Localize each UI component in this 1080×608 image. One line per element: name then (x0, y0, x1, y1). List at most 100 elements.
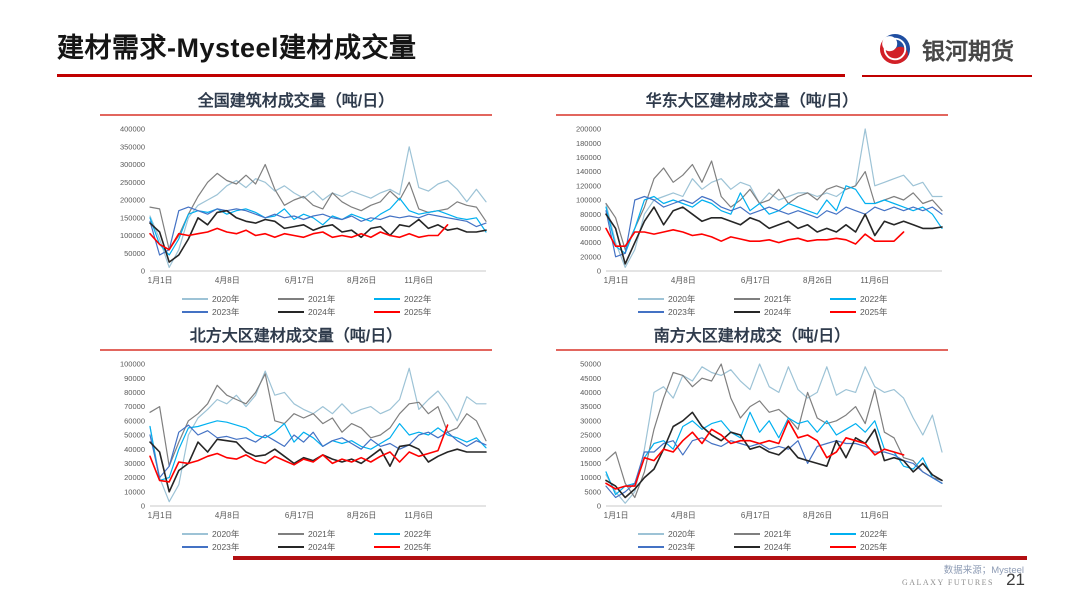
svg-text:8月26日: 8月26日 (803, 276, 832, 285)
logo-underline (862, 75, 1032, 77)
line-chart-east-china: 200000 180000 160000 140000 120000 100000 8000… (556, 119, 948, 293)
line-chart-north-region: 100000 90000 80000 70000 60000 50000 40000 3000… (100, 354, 492, 528)
legend-label: 2020年 (668, 294, 696, 304)
legend-label: 2024年 (308, 307, 336, 317)
legend-label: 2025年 (404, 307, 432, 317)
chart-east-china: 华东大区建材成交量（吨/日） 200000 180000 160000 140000 1… (556, 87, 948, 318)
legend-label: 2021年 (764, 529, 792, 539)
svg-text:0: 0 (141, 502, 145, 511)
svg-text:200000: 200000 (576, 125, 601, 134)
galaxy-logo-icon (876, 30, 914, 68)
svg-text:80000: 80000 (580, 210, 601, 219)
legend-line-swatch (374, 297, 400, 301)
legend-line-swatch (278, 532, 304, 536)
svg-text:4月8日: 4月8日 (671, 276, 696, 285)
legend-item: 2025年 (374, 541, 470, 553)
legend-label: 2024年 (308, 542, 336, 552)
galaxy-futures-logo: 银河期货 (876, 30, 1014, 68)
legend-line-swatch (278, 297, 304, 301)
svg-text:160000: 160000 (576, 153, 601, 162)
legend-line-swatch (830, 310, 856, 314)
chart-legend: 2020年 2021年 2022年 2023年 2024年 2025年 (638, 528, 948, 553)
svg-text:250000: 250000 (120, 178, 145, 187)
svg-text:6月17日: 6月17日 (285, 276, 314, 285)
svg-text:100000: 100000 (576, 196, 601, 205)
svg-text:0: 0 (597, 267, 601, 276)
chart-legend: 2020年 2021年 2022年 2023年 2024年 2025年 (638, 293, 948, 318)
chart-title-underline (556, 349, 948, 351)
svg-text:35000: 35000 (580, 402, 601, 411)
svg-text:60000: 60000 (580, 224, 601, 233)
legend-line-swatch (182, 310, 208, 314)
legend-label: 2023年 (212, 542, 240, 552)
chart-north-region: 北方大区建材成交量（吨/日） 100000 90000 80000 70000 6000… (100, 322, 492, 553)
svg-text:6月17日: 6月17日 (285, 511, 314, 520)
svg-text:100000: 100000 (120, 231, 145, 240)
chart-title-underline (100, 114, 492, 116)
svg-text:45000: 45000 (580, 374, 601, 383)
svg-text:4月8日: 4月8日 (671, 511, 696, 520)
legend-line-swatch (374, 532, 400, 536)
legend-label: 2023年 (668, 542, 696, 552)
legend-item: 2023年 (638, 541, 734, 553)
svg-text:8月26日: 8月26日 (347, 511, 376, 520)
svg-text:90000: 90000 (124, 374, 145, 383)
legend-line-swatch (374, 310, 400, 314)
svg-text:70000: 70000 (124, 402, 145, 411)
legend-line-swatch (374, 545, 400, 549)
legend-label: 2022年 (404, 529, 432, 539)
svg-text:20000: 20000 (124, 473, 145, 482)
svg-text:6月17日: 6月17日 (741, 511, 770, 520)
svg-text:4月8日: 4月8日 (215, 276, 240, 285)
legend-label: 2022年 (860, 294, 888, 304)
svg-text:10000: 10000 (124, 487, 145, 496)
legend-line-swatch (734, 545, 760, 549)
legend-item: 2021年 (734, 528, 830, 540)
legend-label: 2021年 (308, 529, 336, 539)
legend-item: 2025年 (830, 541, 926, 553)
page-number: 21 (1006, 570, 1025, 589)
svg-text:150000: 150000 (120, 213, 145, 222)
legend-label: 2022年 (860, 529, 888, 539)
chart-title-south-region: 南方大区建材成交（吨/日） (653, 328, 851, 345)
legend-line-swatch (638, 532, 664, 536)
brand-name: GALAXY FUTURES (901, 578, 994, 587)
legend-item: 2021年 (278, 293, 374, 305)
legend-line-swatch (734, 532, 760, 536)
chart-legend: 2020年 2021年 2022年 2023年 2024年 2025年 (182, 528, 492, 553)
legend-label: 2024年 (764, 542, 792, 552)
svg-text:11月6日: 11月6日 (404, 276, 433, 285)
legend-item: 2021年 (278, 528, 374, 540)
legend-item: 2022年 (374, 293, 470, 305)
legend-label: 2021年 (308, 294, 336, 304)
svg-text:10000: 10000 (580, 473, 601, 482)
svg-text:1月1日: 1月1日 (148, 511, 173, 520)
legend-line-swatch (182, 297, 208, 301)
chart-south-region: 南方大区建材成交（吨/日） 50000 45000 40000 35000 30000 2… (556, 322, 948, 553)
svg-text:1月1日: 1月1日 (604, 276, 629, 285)
svg-text:40000: 40000 (580, 388, 601, 397)
legend-item: 2020年 (638, 293, 734, 305)
svg-text:350000: 350000 (120, 142, 145, 151)
legend-label: 2020年 (212, 294, 240, 304)
legend-label: 2024年 (764, 307, 792, 317)
svg-text:60000: 60000 (124, 416, 145, 425)
legend-item: 2020年 (182, 293, 278, 305)
legend-line-swatch (734, 310, 760, 314)
svg-text:300000: 300000 (120, 160, 145, 169)
legend-line-swatch (638, 310, 664, 314)
svg-text:11月6日: 11月6日 (404, 511, 433, 520)
legend-item: 2025年 (374, 306, 470, 318)
svg-text:8月26日: 8月26日 (347, 276, 376, 285)
svg-text:11月6日: 11月6日 (860, 276, 889, 285)
legend-label: 2022年 (404, 294, 432, 304)
legend-line-swatch (278, 545, 304, 549)
legend-label: 2025年 (860, 542, 888, 552)
chart-title-north-region: 北方大区建材成交量（吨/日） (189, 328, 403, 345)
legend-line-swatch (638, 297, 664, 301)
chart-legend: 2020年 2021年 2022年 2023年 2024年 2025年 (182, 293, 492, 318)
svg-text:30000: 30000 (124, 459, 145, 468)
svg-text:4月8日: 4月8日 (215, 511, 240, 520)
legend-line-swatch (830, 532, 856, 536)
legend-line-swatch (830, 545, 856, 549)
